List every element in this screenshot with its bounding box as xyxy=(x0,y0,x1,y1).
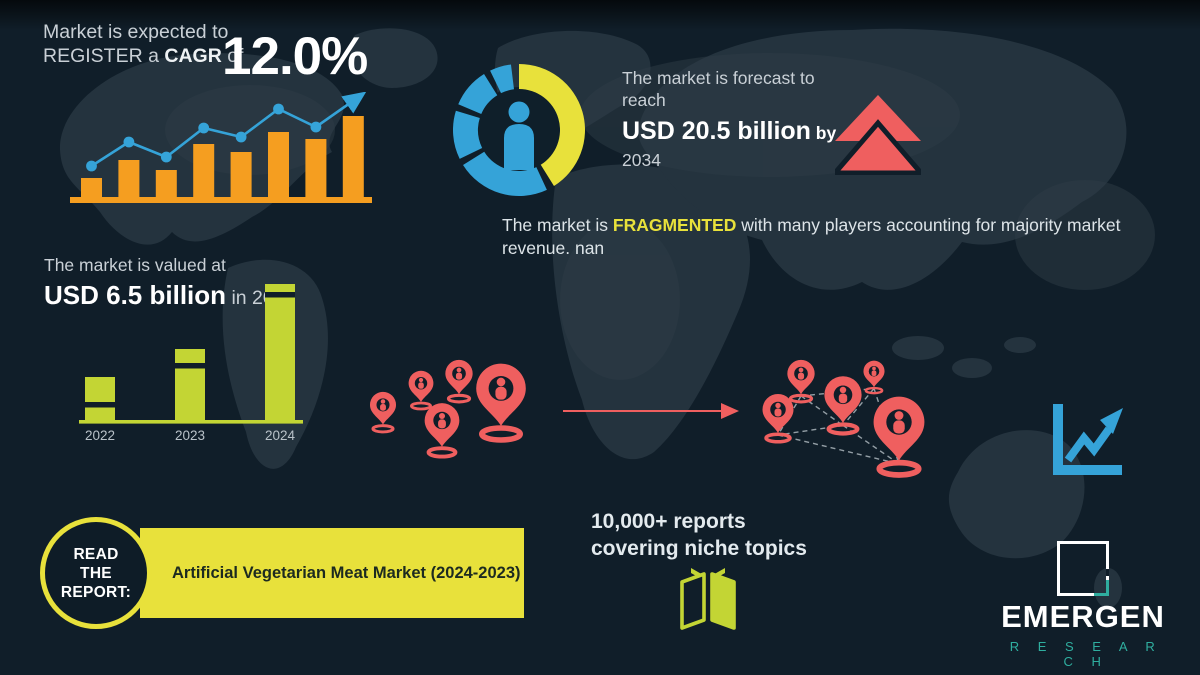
forecast-section: The market is forecast to reach USD 20.5… xyxy=(622,68,872,171)
line-chart-icon xyxy=(1053,404,1123,475)
reports-promo-section: 10,000+ reports covering niche topics xyxy=(591,508,851,562)
svg-text:2024: 2024 xyxy=(265,428,296,443)
valuation-bar-chart: 2022 2023 2024 xyxy=(79,284,303,443)
forecast-amount: USD 20.5 billion xyxy=(622,117,811,145)
market-players-pins-diagram xyxy=(369,359,925,478)
svg-text:2023: 2023 xyxy=(175,428,205,443)
report-title: Artificial Vegetarian Meat Market (2024-… xyxy=(172,563,521,582)
cagr-line2: REGISTER a CAGR of xyxy=(43,45,244,67)
read-the-report-badge[interactable]: READ THE REPORT: xyxy=(40,517,152,629)
valuation-line1: The market is valued at xyxy=(44,255,226,275)
cagr-trend-chart xyxy=(70,92,372,203)
valuation-section: The market is valued at USD 6.5 billion … xyxy=(44,255,374,311)
fragmentation-text: The market is FRAGMENTED with many playe… xyxy=(502,215,1121,258)
cagr-value: 12.0% xyxy=(222,27,368,86)
fragmented-highlight: FRAGMENTED xyxy=(612,215,737,235)
forecast-donut-chart xyxy=(453,64,585,197)
report-banner[interactable]: Artificial Vegetarian Meat Market (2024-… xyxy=(140,528,524,618)
emergen-research-logo: EMERGEN R E S E A R C H xyxy=(995,541,1171,669)
promo-line2: covering niche topics xyxy=(591,537,807,560)
forecast-year: 2034 xyxy=(622,150,661,170)
svg-text:2022: 2022 xyxy=(85,428,115,443)
growth-up-arrows-icon xyxy=(835,95,921,175)
cagr-line1: Market is expected to xyxy=(43,21,229,43)
logo-name: EMERGEN xyxy=(1001,599,1165,634)
cagr-section: Market is expected to REGISTER a CAGR of xyxy=(43,20,403,68)
promo-line1: 10,000+ reports xyxy=(591,510,746,533)
valuation-amount: USD 6.5 billion xyxy=(44,280,227,310)
forecast-by: by xyxy=(810,123,837,143)
open-book-icon xyxy=(680,568,736,630)
forecast-amount-line: USD 20.5 billion by xyxy=(622,117,872,146)
forecast-intro: The market is forecast to reach xyxy=(622,68,815,110)
logo-subtitle: R E S E A R C H xyxy=(1009,639,1163,669)
logo-square-icon xyxy=(1057,541,1109,596)
